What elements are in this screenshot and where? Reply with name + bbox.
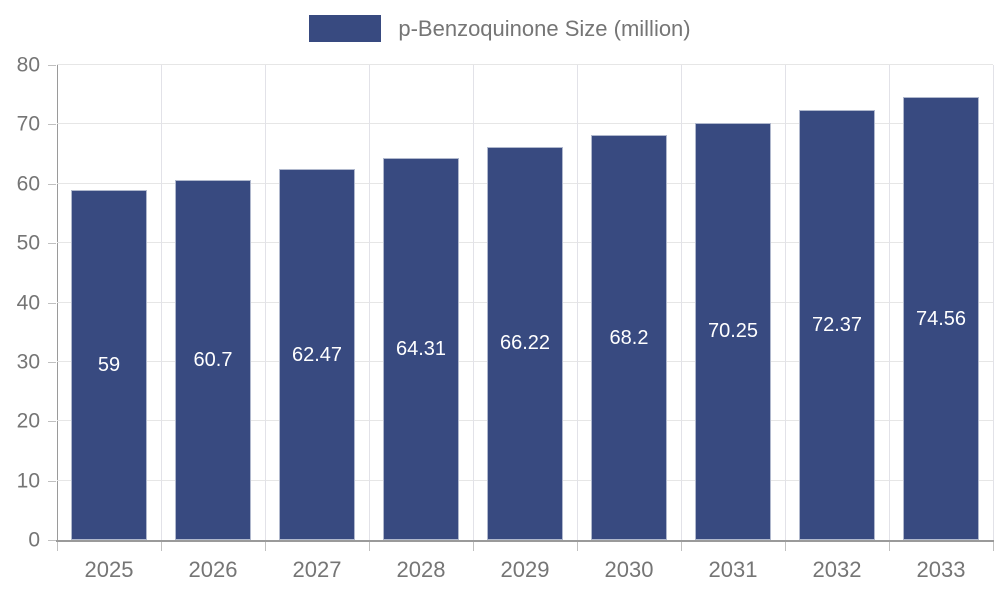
- x-tick-label: 2028: [396, 557, 446, 582]
- bar[interactable]: 59: [71, 189, 147, 540]
- bar-value-label: 59: [97, 353, 121, 376]
- vertical-gridline: [161, 65, 162, 540]
- y-tick-label: 50: [16, 231, 40, 255]
- legend[interactable]: p-Benzoquinone Size (million): [0, 15, 1000, 42]
- y-tick-label: 10: [16, 469, 40, 493]
- bar-slot: 64.31: [369, 65, 473, 540]
- legend-swatch: [309, 15, 382, 42]
- bar-slot: 72.37: [785, 65, 889, 540]
- y-tick-mark: [48, 65, 56, 66]
- x-labels: 2025 2026 2027 2028 2029 2030 2031 2032 2033: [57, 542, 993, 592]
- bar-slot: 62.47: [265, 65, 369, 540]
- y-axis-line: [57, 65, 58, 541]
- bar-slot: 59: [57, 65, 161, 540]
- bar-value-label: 68.2: [609, 326, 649, 349]
- bar-slot: 68.2: [577, 65, 681, 540]
- bar-value-label: 66.22: [499, 332, 551, 355]
- y-tick-label: 30: [16, 350, 40, 374]
- vertical-gridline: [265, 65, 266, 540]
- vertical-gridline: [577, 65, 578, 540]
- bar-slot: 70.25: [681, 65, 785, 540]
- x-tick-label: 2025: [84, 557, 134, 582]
- plot-area: 59 60.7 62.47 64.31 66.22 68.2 70.25 72.37 74.56: [57, 64, 994, 540]
- bar[interactable]: 62.47: [279, 169, 355, 540]
- vertical-gridline: [889, 65, 890, 540]
- y-tick-label: 80: [16, 53, 40, 77]
- bar-value-label: 62.47: [291, 343, 343, 366]
- vertical-gridline: [368, 65, 370, 540]
- y-tick-mark: [48, 243, 56, 245]
- bar[interactable]: 64.31: [383, 158, 459, 540]
- x-tick-label: 2027: [292, 557, 342, 582]
- x-tick-mark: [161, 542, 162, 551]
- x-tick-label: 2029: [500, 557, 550, 582]
- y-tick-mark: [48, 540, 56, 541]
- y-axis: 0 10 20 30 40 50 60 70 80: [0, 55, 57, 551]
- x-tick-label: 2032: [812, 557, 862, 582]
- x-tick-label: 2030: [604, 557, 654, 582]
- bar-value-label: 70.25: [707, 320, 759, 343]
- bar-value-label: 74.56: [915, 307, 967, 330]
- y-tick-mark: [48, 421, 56, 423]
- x-tick-mark: [993, 542, 994, 551]
- y-tick-mark: [48, 361, 56, 363]
- y-tick-mark: [48, 124, 56, 126]
- bar[interactable]: 66.22: [487, 146, 563, 540]
- x-tick-label: 2033: [916, 557, 966, 582]
- vertical-gridline: [785, 65, 786, 540]
- bar-value-label: 60.7: [193, 348, 233, 371]
- x-tick-label: 2026: [188, 557, 238, 582]
- x-tick-mark: [577, 542, 578, 551]
- y-tick-label: 60: [16, 172, 40, 196]
- bar[interactable]: 72.37: [799, 110, 875, 540]
- bar[interactable]: 74.56: [903, 97, 979, 540]
- x-tick-mark: [473, 542, 474, 551]
- vertical-gridline: [473, 65, 474, 540]
- y-tick-mark: [48, 480, 56, 482]
- horizontal-gridline: [57, 123, 993, 125]
- x-axis: 2025 2026 2027 2028 2029 2030 2031 2032 2033: [57, 542, 994, 592]
- y-tick-label: 0: [28, 528, 40, 552]
- horizontal-gridline: [57, 64, 993, 65]
- x-axis-line: [56, 540, 994, 542]
- bar-value-label: 64.31: [395, 338, 447, 361]
- bar-value-label: 72.37: [811, 314, 863, 337]
- x-tick-mark: [368, 542, 370, 551]
- vertical-gridline: [680, 65, 682, 540]
- bar[interactable]: 68.2: [591, 135, 667, 540]
- y-tick-mark: [48, 183, 56, 185]
- legend-label: p-Benzoquinone Size (million): [398, 15, 691, 41]
- bar-slot: 74.56: [889, 65, 993, 540]
- bar-slot: 60.7: [161, 65, 265, 540]
- x-tick-mark: [889, 542, 890, 551]
- y-tick-label: 20: [16, 409, 40, 433]
- y-tick-label: 70: [16, 112, 40, 136]
- bar-slot: 66.22: [473, 65, 577, 540]
- bar-series: 59 60.7 62.47 64.31 66.22 68.2 70.25 72.37 74.56: [57, 65, 993, 540]
- x-tick-mark: [785, 542, 786, 551]
- x-tick-mark: [680, 542, 682, 551]
- y-tick-label: 40: [16, 291, 40, 314]
- x-tick-label: 2031: [708, 557, 758, 582]
- vertical-gridline: [993, 65, 994, 540]
- x-tick-mark: [57, 542, 58, 551]
- bar[interactable]: 70.25: [695, 122, 771, 540]
- y-tick-mark: [48, 302, 56, 304]
- x-tick-mark: [265, 542, 266, 551]
- bar[interactable]: 60.7: [175, 179, 251, 540]
